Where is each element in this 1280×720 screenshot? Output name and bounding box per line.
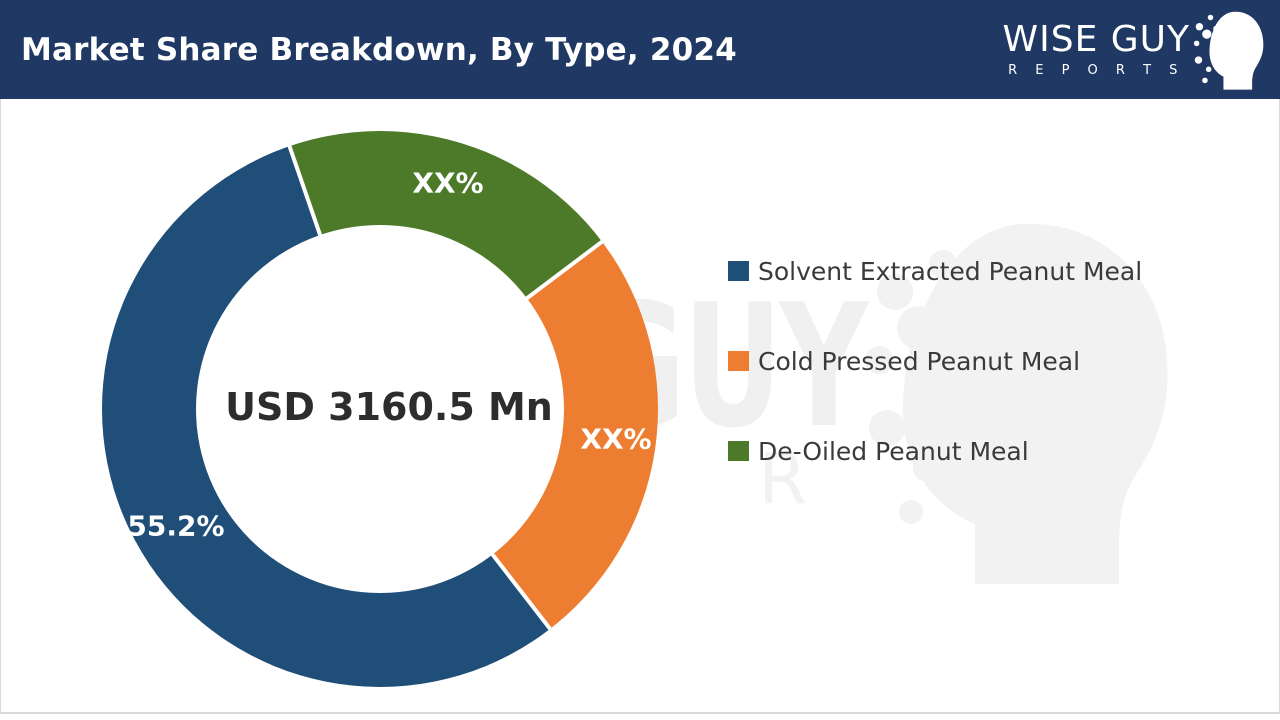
logo-text: WISE GUY R E P O R T S xyxy=(1003,19,1191,78)
legend-swatch-orange xyxy=(728,351,749,371)
slice-label-de-oiled: XX% xyxy=(412,166,484,200)
watermark-face-silhouette xyxy=(865,223,1168,584)
slice-label-cold-pressed: XX% xyxy=(580,422,652,456)
legend-item-de-oiled: De-Oiled Peanut Meal xyxy=(728,432,1142,470)
chart-legend: Solvent Extracted Peanut Meal Cold Press… xyxy=(728,252,1142,522)
logo-subtitle: R E P O R T S xyxy=(1008,62,1185,78)
slice-label-solvent-extracted: 55.2% xyxy=(127,509,225,543)
legend-item-cold-pressed: Cold Pressed Peanut Meal xyxy=(728,342,1142,380)
wise-guy-reports-logo: WISE GUY R E P O R T S xyxy=(1003,6,1267,90)
page-title: Market Share Breakdown, By Type, 2024 xyxy=(21,32,737,68)
legend-label: Solvent Extracted Peanut Meal xyxy=(758,256,1143,286)
donut-hole xyxy=(196,225,564,593)
donut-center-value: USD 3160.5 Mn xyxy=(225,385,553,429)
legend-label: De-Oiled Peanut Meal xyxy=(758,436,1029,466)
logo-wordmark: WISE GUY xyxy=(1002,18,1190,60)
legend-item-solvent-extracted: Solvent Extracted Peanut Meal xyxy=(728,252,1142,290)
legend-label: Cold Pressed Peanut Meal xyxy=(758,346,1081,376)
header-bar: Market Share Breakdown, By Type, 2024 WI… xyxy=(0,0,1280,99)
legend-swatch-blue xyxy=(728,261,749,281)
legend-swatch-green xyxy=(728,441,749,461)
logo-face-icon xyxy=(1193,11,1264,90)
